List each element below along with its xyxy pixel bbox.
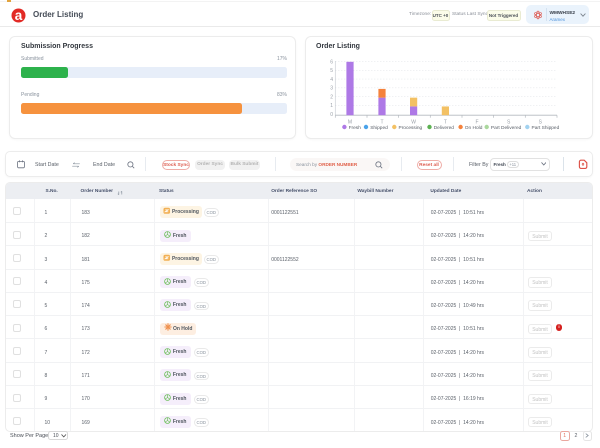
svg-text:F: F — [475, 120, 478, 126]
svg-text:On Hold: On Hold — [465, 125, 483, 131]
svg-text:3: 3 — [330, 86, 333, 92]
svg-text:0: 0 — [330, 112, 333, 118]
svg-text:Shipped: Shipped — [370, 125, 388, 131]
svg-text:S: S — [507, 120, 511, 126]
svg-text:T: T — [380, 120, 383, 126]
svg-text:M: M — [348, 120, 352, 126]
svg-text:4: 4 — [330, 77, 333, 83]
svg-text:Part Delivered: Part Delivered — [491, 125, 522, 131]
svg-text:Fresh: Fresh — [349, 125, 362, 131]
svg-text:1: 1 — [330, 103, 333, 109]
svg-text:S: S — [539, 120, 543, 126]
svg-text:6: 6 — [330, 59, 333, 65]
svg-text:Part Shipped: Part Shipped — [532, 125, 560, 131]
svg-text:Processing: Processing — [399, 125, 423, 131]
svg-text:a: a — [15, 8, 23, 23]
svg-text:T: T — [444, 120, 447, 126]
svg-text:Delivered: Delivered — [434, 125, 455, 131]
svg-text:5: 5 — [330, 68, 333, 74]
svg-text:W: W — [411, 120, 416, 126]
svg-text:2: 2 — [330, 94, 333, 100]
